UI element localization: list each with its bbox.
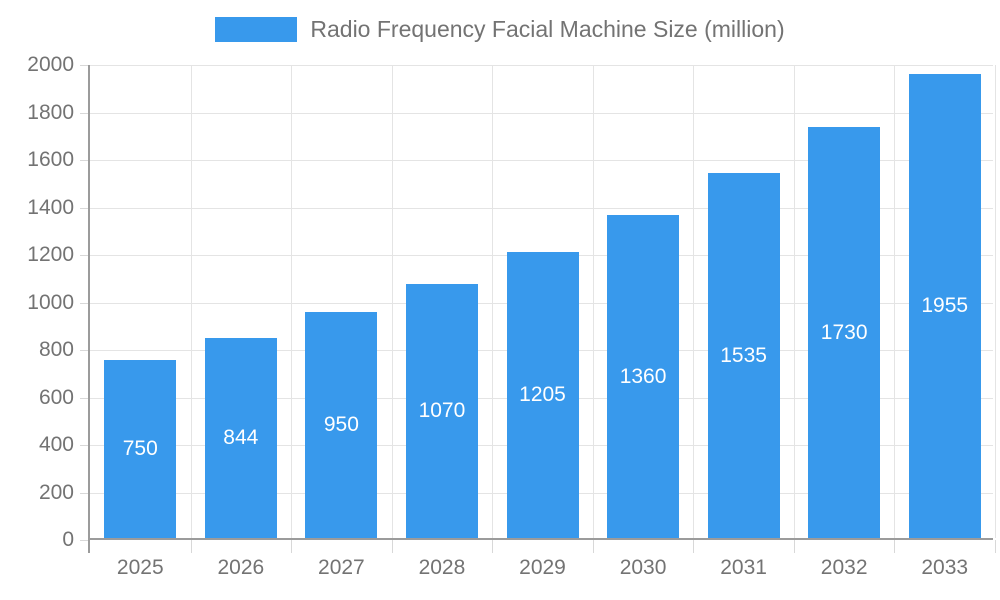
bar-value-label: 1070 [418,398,466,422]
x-axis-label: 2033 [921,556,969,579]
h-gridline [90,112,993,114]
x-axis-label: 2029 [519,556,566,579]
bar-2031[interactable]: 1535 [707,173,780,538]
v-gridline [291,65,293,538]
y-axis-label: 600 [38,385,74,409]
x-tick [391,540,393,553]
y-tick [80,445,88,446]
legend-swatch [215,17,298,42]
x-axis-label: 2025 [116,556,164,579]
x-axis-label: 2031 [720,556,767,579]
x-tick [592,540,594,553]
x-axis-label: 2026 [217,556,265,579]
x-axis-label: 2030 [619,556,667,579]
v-gridline [592,65,594,538]
x-axis-label: 2027 [318,556,365,579]
x-axis-labels: 2025 2026 2027 2028 2029 2030 2031 2032 2033 [90,554,995,586]
plot-area: 750 844 950 1070 1205 1360 1535 1730 1955 [80,65,996,553]
h-gridline [90,207,993,209]
bar-value-label: 950 [323,413,359,437]
bar-value-label: 1730 [820,320,868,344]
y-axis-label: 800 [38,338,74,361]
y-axis-label: 1400 [27,195,74,219]
y-axis-label: 1800 [27,100,74,124]
y-tick [80,492,88,494]
y-axis-label: 1200 [27,243,74,266]
x-tick [291,540,293,553]
y-tick [80,540,88,541]
v-gridline [693,65,695,538]
legend[interactable]: Radio Frequency Facial Machine Size (mil… [0,16,1000,43]
x-tick [492,540,494,553]
bar-value-label: 1535 [720,343,767,367]
bar-2032[interactable]: 1730 [808,127,881,538]
x-tick [793,540,795,553]
y-axis-end-tick [88,540,90,553]
x-axis-label: 2032 [820,556,868,579]
v-gridline [793,65,795,538]
bar-2027[interactable]: 950 [305,312,378,538]
bar-value-label: 844 [223,425,259,449]
bar-value-label: 1955 [921,293,969,317]
y-axis-label: 1600 [27,148,74,171]
y-tick [80,397,88,399]
v-gridline [492,65,494,538]
bar-2028[interactable]: 1070 [405,283,478,538]
bar-value-label: 1360 [619,364,667,388]
bar-2029[interactable]: 1205 [506,251,579,538]
bar-value-label: 750 [122,436,158,460]
x-tick [693,540,695,553]
bar-2033[interactable]: 1955 [908,73,981,538]
y-axis-label: 0 [62,528,74,551]
x-axis-label: 2028 [418,556,466,579]
y-axis-label: 400 [38,433,74,456]
h-gridline [90,160,993,161]
v-gridline [190,65,192,538]
y-axis-label: 2000 [27,53,74,76]
bar-2030[interactable]: 1360 [607,215,680,538]
v-gridline [894,65,896,538]
x-tick [995,540,996,553]
bar-2025[interactable]: 750 [104,359,177,538]
y-tick [80,255,88,256]
y-axis-label: 1000 [27,290,74,314]
h-gridline [90,65,993,66]
v-gridline [391,65,393,538]
legend-label: Radio Frequency Facial Machine Size (mil… [310,16,785,42]
y-tick [80,302,88,304]
y-axis-labels: 0 200 400 600 800 1000 1200 1400 1600 1800 2000 [0,53,74,551]
y-axis-label: 200 [38,480,74,504]
bar-2026[interactable]: 844 [204,337,277,538]
y-tick [80,160,88,161]
y-tick [80,350,88,351]
x-tick [190,540,192,553]
y-tick [80,65,88,66]
bar-value-label: 1205 [519,382,566,406]
x-tick [894,540,896,553]
v-gridline [995,65,996,538]
y-tick [80,207,88,209]
y-tick [80,112,88,114]
